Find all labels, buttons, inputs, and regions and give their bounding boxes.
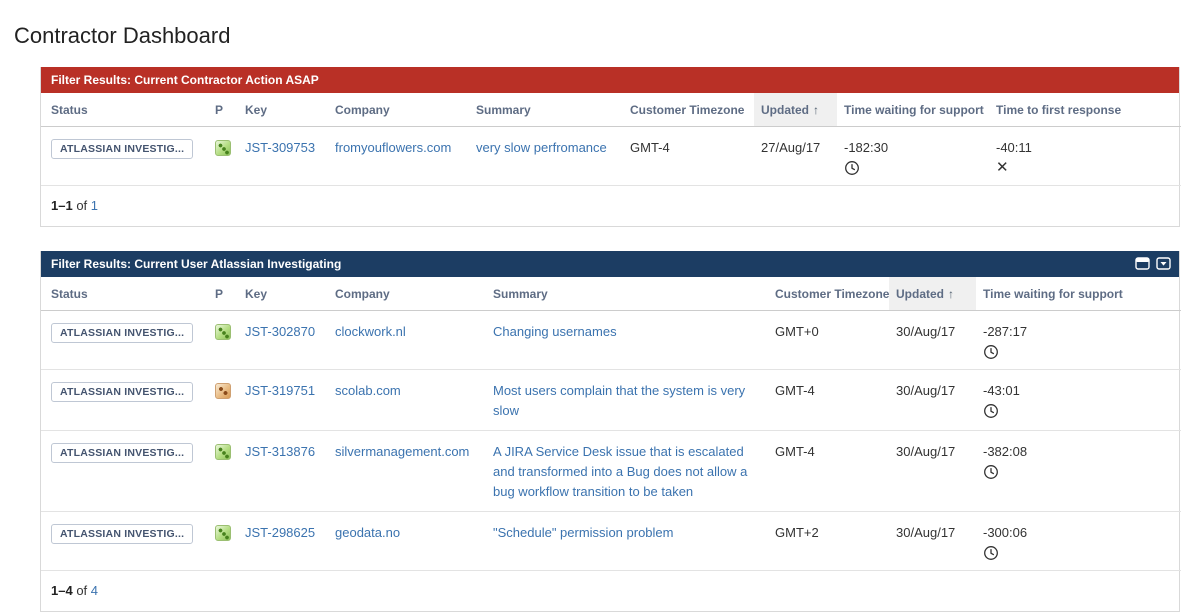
company-link[interactable]: clockwork.nl: [335, 323, 406, 339]
table-header-row: Status P Key Company Summary Customer Ti…: [41, 276, 1181, 311]
priority-icon: [215, 382, 231, 399]
issue-key-link[interactable]: JST-319751: [245, 382, 316, 398]
clock-icon: [983, 344, 1174, 360]
column-header-summary[interactable]: Summary: [486, 276, 768, 311]
status-badge: ATLASSIAN INVESTIG...: [51, 381, 194, 402]
table-row: ATLASSIAN INVESTIG... JST-319751 scolab.…: [41, 369, 1181, 431]
priority-icon: [215, 139, 231, 156]
table-row: ATLASSIAN INVESTIG... JST-313876 silverm…: [41, 430, 1181, 512]
updated-date: 30/Aug/17: [896, 323, 956, 339]
pagination-total-link[interactable]: 4: [90, 582, 99, 598]
updated-date: 30/Aug/17: [896, 524, 956, 540]
status-badge: ATLASSIAN INVESTIG...: [51, 523, 194, 544]
clock-icon: [983, 464, 1174, 480]
pagination-range: 1–4: [51, 582, 73, 598]
gadget-title: Filter Results: Current Contractor Actio…: [51, 72, 319, 87]
column-header-company[interactable]: Company: [328, 92, 469, 127]
customer-timezone: GMT-4: [630, 139, 670, 155]
pagination: 1–4 of 4: [51, 582, 99, 598]
column-header-updated[interactable]: Updated ↑: [889, 276, 976, 311]
summary-link[interactable]: "Schedule" permission problem: [493, 524, 674, 540]
issues-table: Status P Key Company Summary Customer Ti…: [41, 92, 1181, 186]
summary-link[interactable]: Most users complain that the system is v…: [493, 382, 746, 418]
page-title: Contractor Dashboard: [14, 22, 231, 48]
pagination-total-link[interactable]: 1: [90, 197, 99, 213]
pagination-range: 1–1: [51, 197, 73, 213]
time-waiting-value: -287:17: [983, 323, 1028, 339]
updated-date: 27/Aug/17: [761, 139, 821, 155]
column-header-customer-timezone[interactable]: Customer Timezone: [768, 276, 889, 311]
company-link[interactable]: silvermanagement.com: [335, 443, 470, 459]
clock-icon: [983, 403, 1174, 419]
time-waiting-value: -43:01: [983, 382, 1020, 398]
gadget-menu-icon[interactable]: [1156, 257, 1171, 270]
column-header-company[interactable]: Company: [328, 276, 486, 311]
customer-timezone: GMT+2: [775, 524, 819, 540]
table-row: ATLASSIAN INVESTIG... JST-309753 fromyou…: [41, 126, 1181, 186]
customer-timezone: GMT-4: [775, 382, 815, 398]
customer-timezone: GMT-4: [775, 443, 815, 459]
status-badge: ATLASSIAN INVESTIG...: [51, 442, 194, 463]
table-header-row: Status P Key Company Summary Customer Ti…: [41, 92, 1181, 127]
issue-key-link[interactable]: JST-313876: [245, 443, 316, 459]
x-mark-icon: ✕: [996, 158, 1009, 176]
pagination: 1–1 of 1: [51, 197, 99, 213]
issue-key-link[interactable]: JST-309753: [245, 139, 316, 155]
time-waiting-value: -300:06: [983, 524, 1028, 540]
column-header-status[interactable]: Status: [41, 92, 208, 127]
status-badge: ATLASSIAN INVESTIG...: [51, 322, 194, 343]
column-header-time-waiting[interactable]: Time waiting for support: [837, 92, 989, 127]
priority-icon: [215, 323, 231, 340]
summary-link[interactable]: A JIRA Service Desk issue that is escala…: [493, 443, 748, 499]
column-header-priority[interactable]: P: [208, 276, 238, 311]
dashboard: Filter Results: Current Contractor Actio…: [40, 66, 1181, 612]
customer-timezone: GMT+0: [775, 323, 819, 339]
column-header-updated[interactable]: Updated ↑: [754, 92, 837, 127]
issue-key-link[interactable]: JST-302870: [245, 323, 316, 339]
issues-table: Status P Key Company Summary Customer Ti…: [41, 276, 1181, 571]
minimize-gadget-icon[interactable]: [1135, 257, 1150, 270]
column-header-key[interactable]: Key: [238, 92, 328, 127]
gadget-atlassian-investigating: Filter Results: Current User Atlassian I…: [40, 250, 1181, 612]
priority-icon: [215, 443, 231, 460]
summary-link[interactable]: Changing usernames: [493, 323, 617, 339]
time-waiting-value: -182:30: [844, 139, 889, 155]
table-row: ATLASSIAN INVESTIG... JST-298625 geodata…: [41, 511, 1181, 571]
clock-icon: [983, 545, 1174, 561]
column-header-priority[interactable]: P: [208, 92, 238, 127]
column-header-first-response[interactable]: Time to first response: [989, 92, 1181, 127]
company-link[interactable]: geodata.no: [335, 524, 401, 540]
sort-ascending-icon: ↑: [813, 102, 819, 117]
time-waiting-value: -382:08: [983, 443, 1028, 459]
table-row: ATLASSIAN INVESTIG... JST-302870 clockwo…: [41, 310, 1181, 370]
clock-icon: [844, 160, 982, 176]
column-header-summary[interactable]: Summary: [469, 92, 623, 127]
company-link[interactable]: scolab.com: [335, 382, 401, 398]
sort-ascending-icon: ↑: [948, 286, 954, 301]
gadget-header: Filter Results: Current User Atlassian I…: [41, 250, 1179, 277]
priority-icon: [215, 524, 231, 541]
status-badge: ATLASSIAN INVESTIG...: [51, 138, 194, 159]
updated-date: 30/Aug/17: [896, 443, 956, 459]
company-link[interactable]: fromyouflowers.com: [335, 139, 452, 155]
column-header-time-waiting[interactable]: Time waiting for support: [976, 276, 1181, 311]
column-header-status[interactable]: Status: [41, 276, 208, 311]
summary-link[interactable]: very slow perfromance: [476, 139, 607, 155]
column-header-customer-timezone[interactable]: Customer Timezone: [623, 92, 754, 127]
gadget-contractor-action-asap: Filter Results: Current Contractor Actio…: [40, 66, 1181, 227]
issue-key-link[interactable]: JST-298625: [245, 524, 316, 540]
updated-date: 30/Aug/17: [896, 382, 956, 398]
column-header-key[interactable]: Key: [238, 276, 328, 311]
gadget-header: Filter Results: Current Contractor Actio…: [41, 66, 1179, 93]
first-response-value: -40:11: [996, 139, 1032, 155]
gadget-title: Filter Results: Current User Atlassian I…: [51, 256, 342, 271]
